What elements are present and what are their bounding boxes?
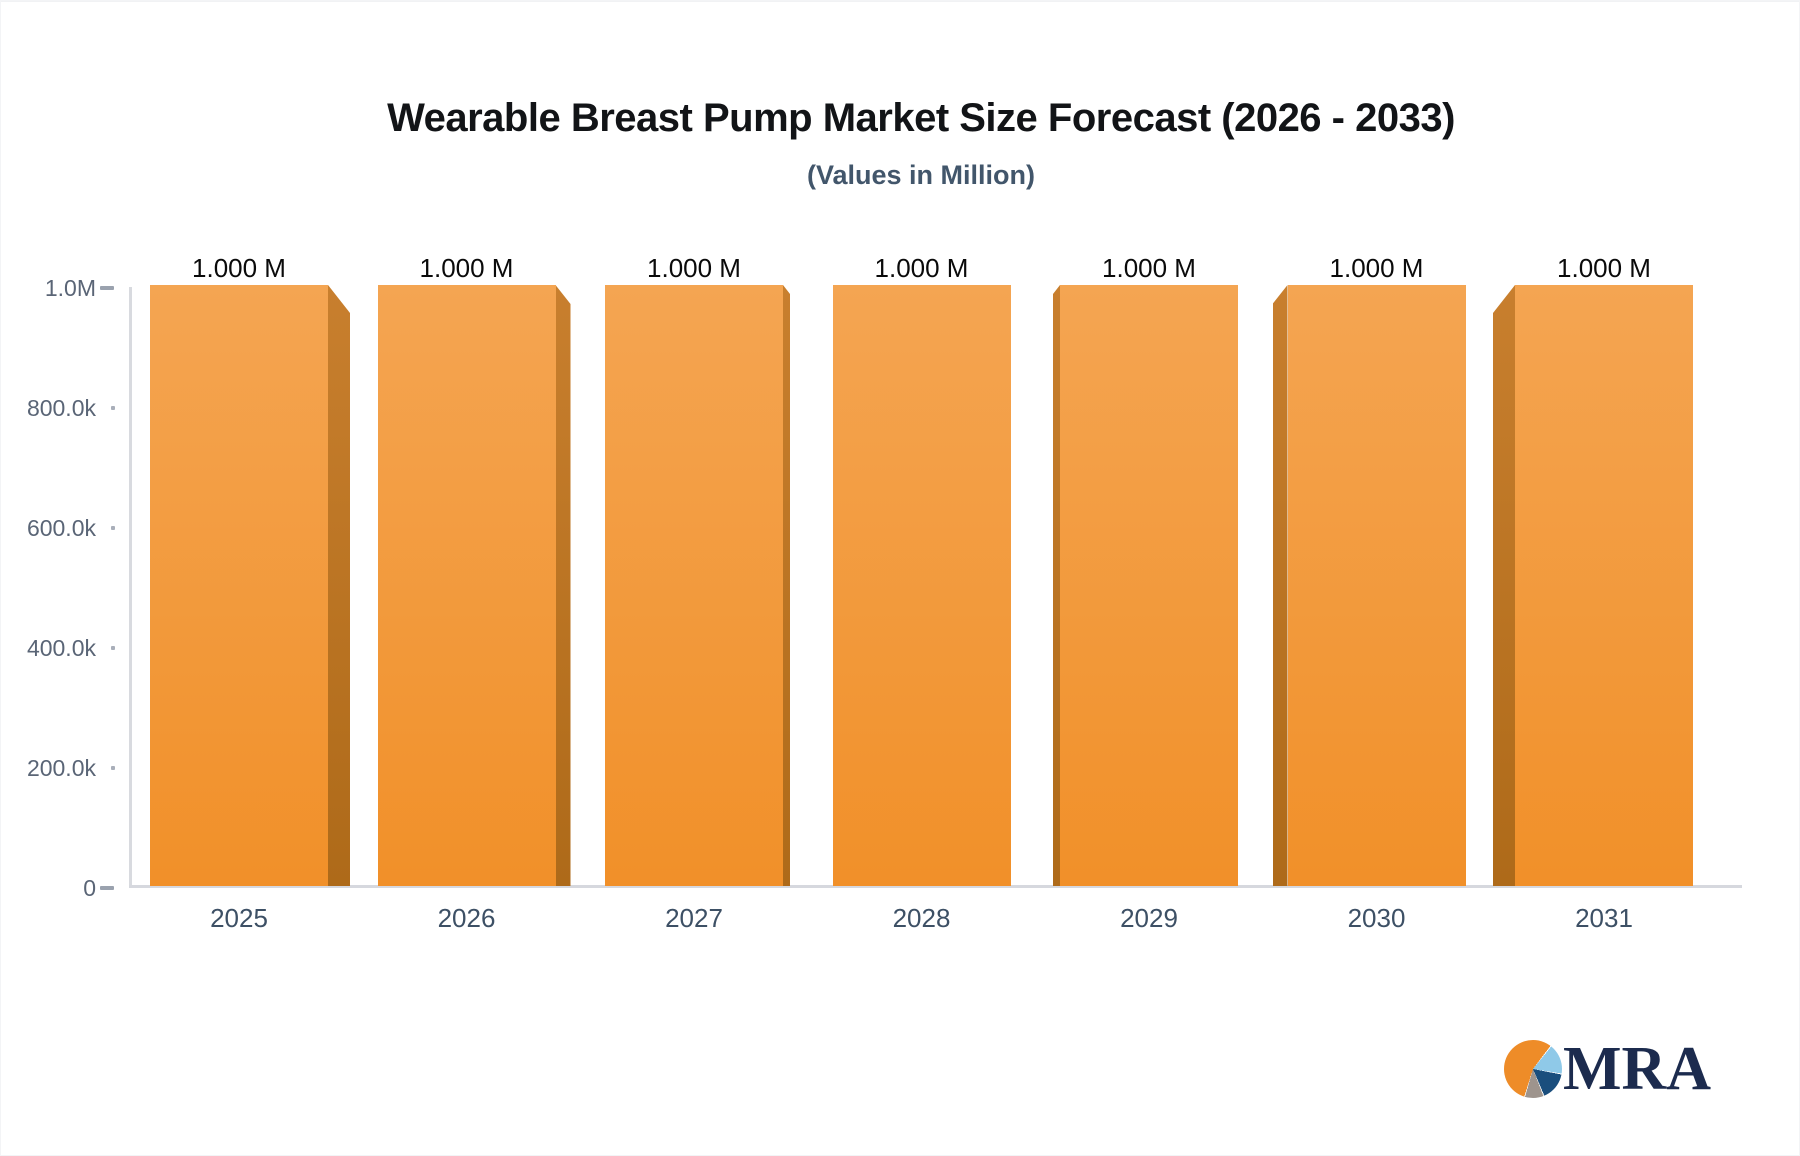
bar-side-2031 bbox=[1493, 285, 1515, 886]
y-tick-label: 400.0k bbox=[26, 635, 96, 661]
y-tick-mark-major bbox=[100, 286, 114, 290]
chart-title: Wearable Breast Pump Market Size Forecas… bbox=[387, 96, 1455, 140]
mra-logo: MRA bbox=[1504, 1035, 1712, 1103]
y-tick-label: 200.0k bbox=[26, 755, 96, 781]
y-tick-label: 600.0k bbox=[26, 515, 96, 541]
bar-value-label-2029: 1.000 M bbox=[1102, 253, 1196, 283]
chart-subtitle: (Values in Million) bbox=[806, 160, 1036, 190]
x-axis-line bbox=[129, 885, 1742, 888]
mra-logo-text: MRA bbox=[1563, 1035, 1712, 1103]
y-tick-mark-minor bbox=[111, 526, 115, 530]
bar-value-label-2028: 1.000 M bbox=[874, 253, 969, 283]
bar-side-2027 bbox=[783, 285, 790, 886]
bar-value-label-2031: 1.000 M bbox=[1557, 253, 1651, 283]
bar-value-label-2025: 1.000 M bbox=[192, 253, 286, 283]
x-label-2025: 2025 bbox=[210, 903, 268, 933]
bar-2031[interactable] bbox=[1515, 285, 1693, 886]
bar-value-label-2030: 1.000 M bbox=[1329, 253, 1424, 283]
x-label-2028: 2028 bbox=[892, 903, 951, 933]
y-axis-line bbox=[129, 287, 132, 887]
bar-side-2026 bbox=[555, 285, 571, 886]
x-label-2026: 2026 bbox=[437, 903, 496, 933]
y-tick-mark-major bbox=[100, 886, 114, 890]
x-label-2029: 2029 bbox=[1120, 903, 1178, 933]
y-tick-mark-minor bbox=[111, 406, 115, 410]
y-tick-mark-minor bbox=[111, 766, 115, 770]
mra-pie-icon bbox=[1504, 1040, 1562, 1098]
x-label-2027: 2027 bbox=[665, 903, 723, 933]
bar-2027[interactable] bbox=[605, 285, 783, 886]
bar-2026[interactable] bbox=[377, 285, 556, 886]
y-tick-label: 1.0M bbox=[44, 275, 96, 301]
x-label-2031: 2031 bbox=[1575, 903, 1633, 933]
x-label-2030: 2030 bbox=[1347, 903, 1406, 933]
y-tick-label: 0 bbox=[83, 875, 96, 901]
bar-side-2029 bbox=[1053, 285, 1060, 886]
bar-value-label-2027: 1.000 M bbox=[647, 253, 741, 283]
y-tick-mark-minor bbox=[111, 646, 115, 650]
bar-2028[interactable] bbox=[832, 285, 1011, 886]
y-tick-label: 800.0k bbox=[26, 395, 96, 421]
bar-2030[interactable] bbox=[1287, 285, 1466, 886]
bar-side-2030 bbox=[1272, 285, 1288, 886]
bar-2029[interactable] bbox=[1060, 285, 1238, 886]
bar-side-2025 bbox=[328, 285, 350, 886]
bar-value-label-2026: 1.000 M bbox=[419, 253, 514, 283]
bar-2025[interactable] bbox=[150, 285, 328, 886]
